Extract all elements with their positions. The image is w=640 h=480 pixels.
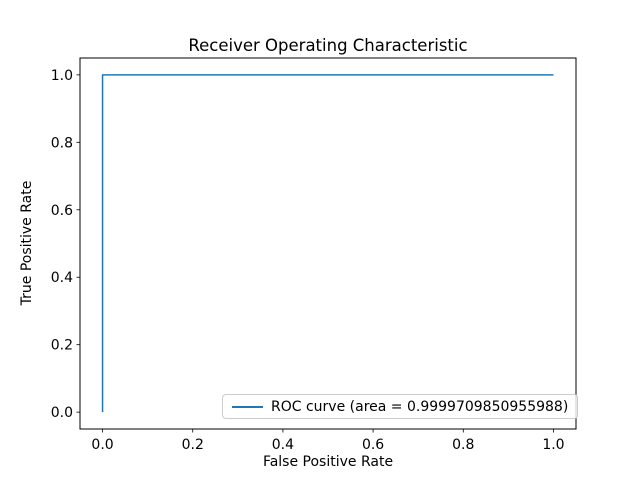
roc-curve-line [101,74,554,413]
x-tick-label: 1.0 [542,437,564,453]
y-tick-label: 0.4 [51,270,73,286]
roc-series [101,74,554,413]
y-tick-label: 0.2 [51,338,73,354]
chart-title: Receiver Operating Characteristic [188,36,467,55]
axis-ticks: 0.0 0.2 0.4 0.6 0.8 1.0 0.0 0.2 0.4 0.6 0.8 1.0 [51,68,565,453]
y-tick-label: 0.6 [51,203,73,219]
x-tick-label: 0.8 [452,437,474,453]
legend: ROC curve (area = 0.9999709850955988) [222,394,579,419]
plot-area [79,57,577,430]
x-tick-label: 0.0 [91,437,113,453]
y-tick-label: 0.8 [51,135,73,151]
x-tick-label: 0.2 [182,437,204,453]
x-tick-label: 0.6 [362,437,384,453]
legend-line-sample [232,405,263,408]
x-axis-label: False Positive Rate [263,454,393,470]
y-tick-label: 0.0 [51,405,73,421]
y-tick-label: 1.0 [51,68,73,84]
x-tick-label: 0.4 [272,437,294,453]
y-axis-label: True Positive Rate [19,181,35,307]
legend-label: ROC curve (area = 0.9999709850955988) [271,398,569,415]
